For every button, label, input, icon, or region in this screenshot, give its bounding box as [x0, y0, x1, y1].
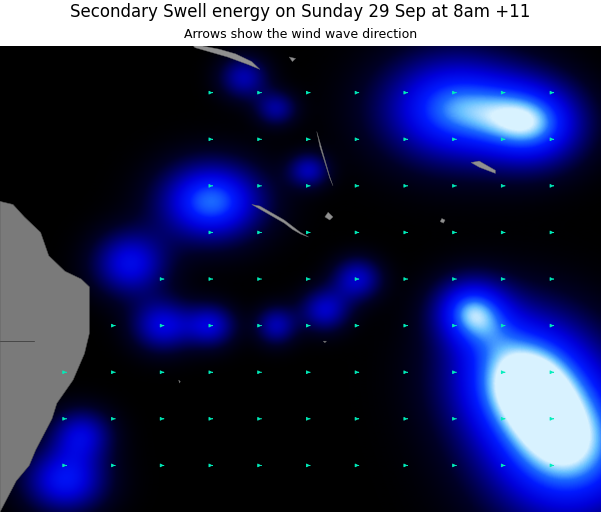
Polygon shape	[323, 341, 326, 343]
Polygon shape	[289, 57, 296, 61]
Polygon shape	[187, 38, 260, 69]
Text: Arrows show the wind wave direction: Arrows show the wind wave direction	[184, 28, 417, 41]
Polygon shape	[178, 380, 180, 383]
Polygon shape	[0, 201, 90, 512]
Polygon shape	[317, 132, 333, 186]
Polygon shape	[325, 212, 333, 220]
Text: Secondary Swell energy on Sunday 29 Sep at 8am +11: Secondary Swell energy on Sunday 29 Sep …	[70, 3, 531, 20]
Polygon shape	[440, 219, 445, 223]
Polygon shape	[471, 161, 495, 174]
Polygon shape	[252, 204, 309, 237]
